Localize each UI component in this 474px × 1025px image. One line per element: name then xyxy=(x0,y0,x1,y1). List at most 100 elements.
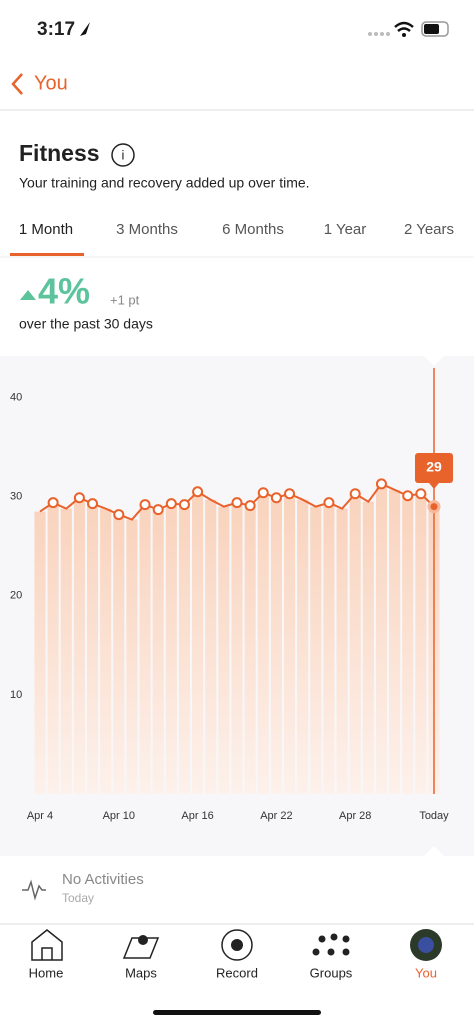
home-indicator xyxy=(153,1010,321,1015)
bar xyxy=(244,505,256,794)
page-subtitle: Your training and recovery added up over… xyxy=(19,175,310,191)
maps-icon[interactable] xyxy=(122,937,160,959)
activity-marker xyxy=(284,488,296,500)
back-button[interactable]: You xyxy=(34,72,68,94)
notch xyxy=(424,846,444,856)
activity-marker xyxy=(47,497,59,509)
tab[interactable]: 3 Months xyxy=(116,221,178,238)
bar xyxy=(165,503,177,794)
battery-level xyxy=(424,24,439,34)
activity-marker xyxy=(139,499,151,511)
bar xyxy=(415,493,427,794)
tab-bar-label[interactable]: Maps xyxy=(125,965,157,980)
bar xyxy=(218,506,230,794)
activity-marker xyxy=(192,486,204,498)
value-tag-pointer xyxy=(429,483,439,489)
avatar-detail xyxy=(418,937,434,953)
record-icon[interactable] xyxy=(221,929,253,961)
bar xyxy=(323,502,335,794)
page-title: Fitness xyxy=(19,140,100,166)
activity-marker xyxy=(375,478,387,490)
bar xyxy=(375,483,388,794)
activity-marker xyxy=(152,504,164,516)
current-point xyxy=(427,500,441,514)
activity-marker xyxy=(349,488,361,500)
bar xyxy=(205,499,217,794)
tab[interactable]: 1 Year xyxy=(324,221,367,238)
bar xyxy=(34,511,46,794)
bar xyxy=(152,509,164,794)
home-icon[interactable] xyxy=(31,929,63,961)
location-icon xyxy=(80,22,90,36)
activity-marker xyxy=(415,488,427,500)
tabs: 1 Month 3 Months 6 Months 1 Year 2 Years xyxy=(19,221,454,238)
tab-bar: Home Maps Record Groups You xyxy=(29,965,437,980)
bar xyxy=(47,502,59,794)
battery xyxy=(421,21,449,37)
bar xyxy=(126,519,138,794)
bar xyxy=(336,508,348,794)
record-dot xyxy=(231,939,243,951)
info-glyph: i xyxy=(122,147,125,162)
activity-subtitle: Today xyxy=(62,891,94,905)
bar xyxy=(178,504,191,794)
activity-marker xyxy=(73,492,85,504)
bar xyxy=(297,499,309,794)
bar xyxy=(349,493,361,794)
activity-marker xyxy=(165,498,177,510)
activity-marker xyxy=(178,499,190,511)
period: over the past 30 days xyxy=(19,316,153,332)
change-points: +1 pt xyxy=(110,292,140,307)
bar xyxy=(60,508,72,794)
back-arrow[interactable] xyxy=(11,73,23,95)
bar xyxy=(362,501,374,794)
bar xyxy=(231,502,243,794)
activity-marker xyxy=(402,490,414,502)
bar xyxy=(139,504,151,794)
status-time: 3:17 xyxy=(37,19,75,40)
tab[interactable]: 2 Years xyxy=(404,221,454,238)
maps-pin xyxy=(138,935,148,945)
value-tag xyxy=(415,453,453,483)
tab[interactable]: 6 Months xyxy=(222,221,284,238)
activity-marker xyxy=(270,492,282,504)
change-value: 4% xyxy=(38,271,90,312)
signal-icon xyxy=(368,32,390,36)
tab-bar-label[interactable]: Record xyxy=(216,965,258,980)
x-tick-label: Apr 10 xyxy=(103,810,135,822)
tab-bar-label[interactable]: Groups xyxy=(310,965,353,980)
bar xyxy=(113,514,125,794)
y-tick-label: 10 xyxy=(10,689,22,701)
bar xyxy=(73,497,85,794)
bar xyxy=(402,495,414,794)
notch xyxy=(424,356,444,366)
bar xyxy=(100,508,112,794)
activity-title: No Activities xyxy=(62,871,144,888)
x-tick-label: Apr 16 xyxy=(181,810,213,822)
groups-icon[interactable] xyxy=(312,933,350,956)
activity-marker xyxy=(244,500,256,512)
value-label: 29 xyxy=(426,459,442,475)
y-tick-label: 40 xyxy=(10,392,22,404)
active-tab-underline xyxy=(10,253,84,256)
x-tick-label: Apr 22 xyxy=(260,810,292,822)
chart: 10 20 30 40 Apr 4 Apr 10 Apr 16 Apr 22 Apr 28 Tod… xyxy=(10,368,453,822)
activity-marker xyxy=(231,497,243,509)
activity-marker xyxy=(323,497,335,509)
tab[interactable]: 1 Month xyxy=(19,221,73,238)
tab-bar-label[interactable]: Home xyxy=(29,965,64,980)
x-tick-label: Apr 4 xyxy=(27,810,53,822)
bar xyxy=(86,503,99,794)
activity-marker xyxy=(257,487,269,499)
y-tick-label: 20 xyxy=(10,590,22,602)
tab-bar-label[interactable]: You xyxy=(415,965,437,980)
activity-icon xyxy=(22,879,46,901)
x-tick-label: Today xyxy=(419,810,449,822)
info-icon[interactable] xyxy=(111,143,135,167)
y-tick-label: 30 xyxy=(10,491,22,503)
bar xyxy=(270,497,282,794)
bar xyxy=(283,493,296,794)
bar xyxy=(389,489,401,794)
